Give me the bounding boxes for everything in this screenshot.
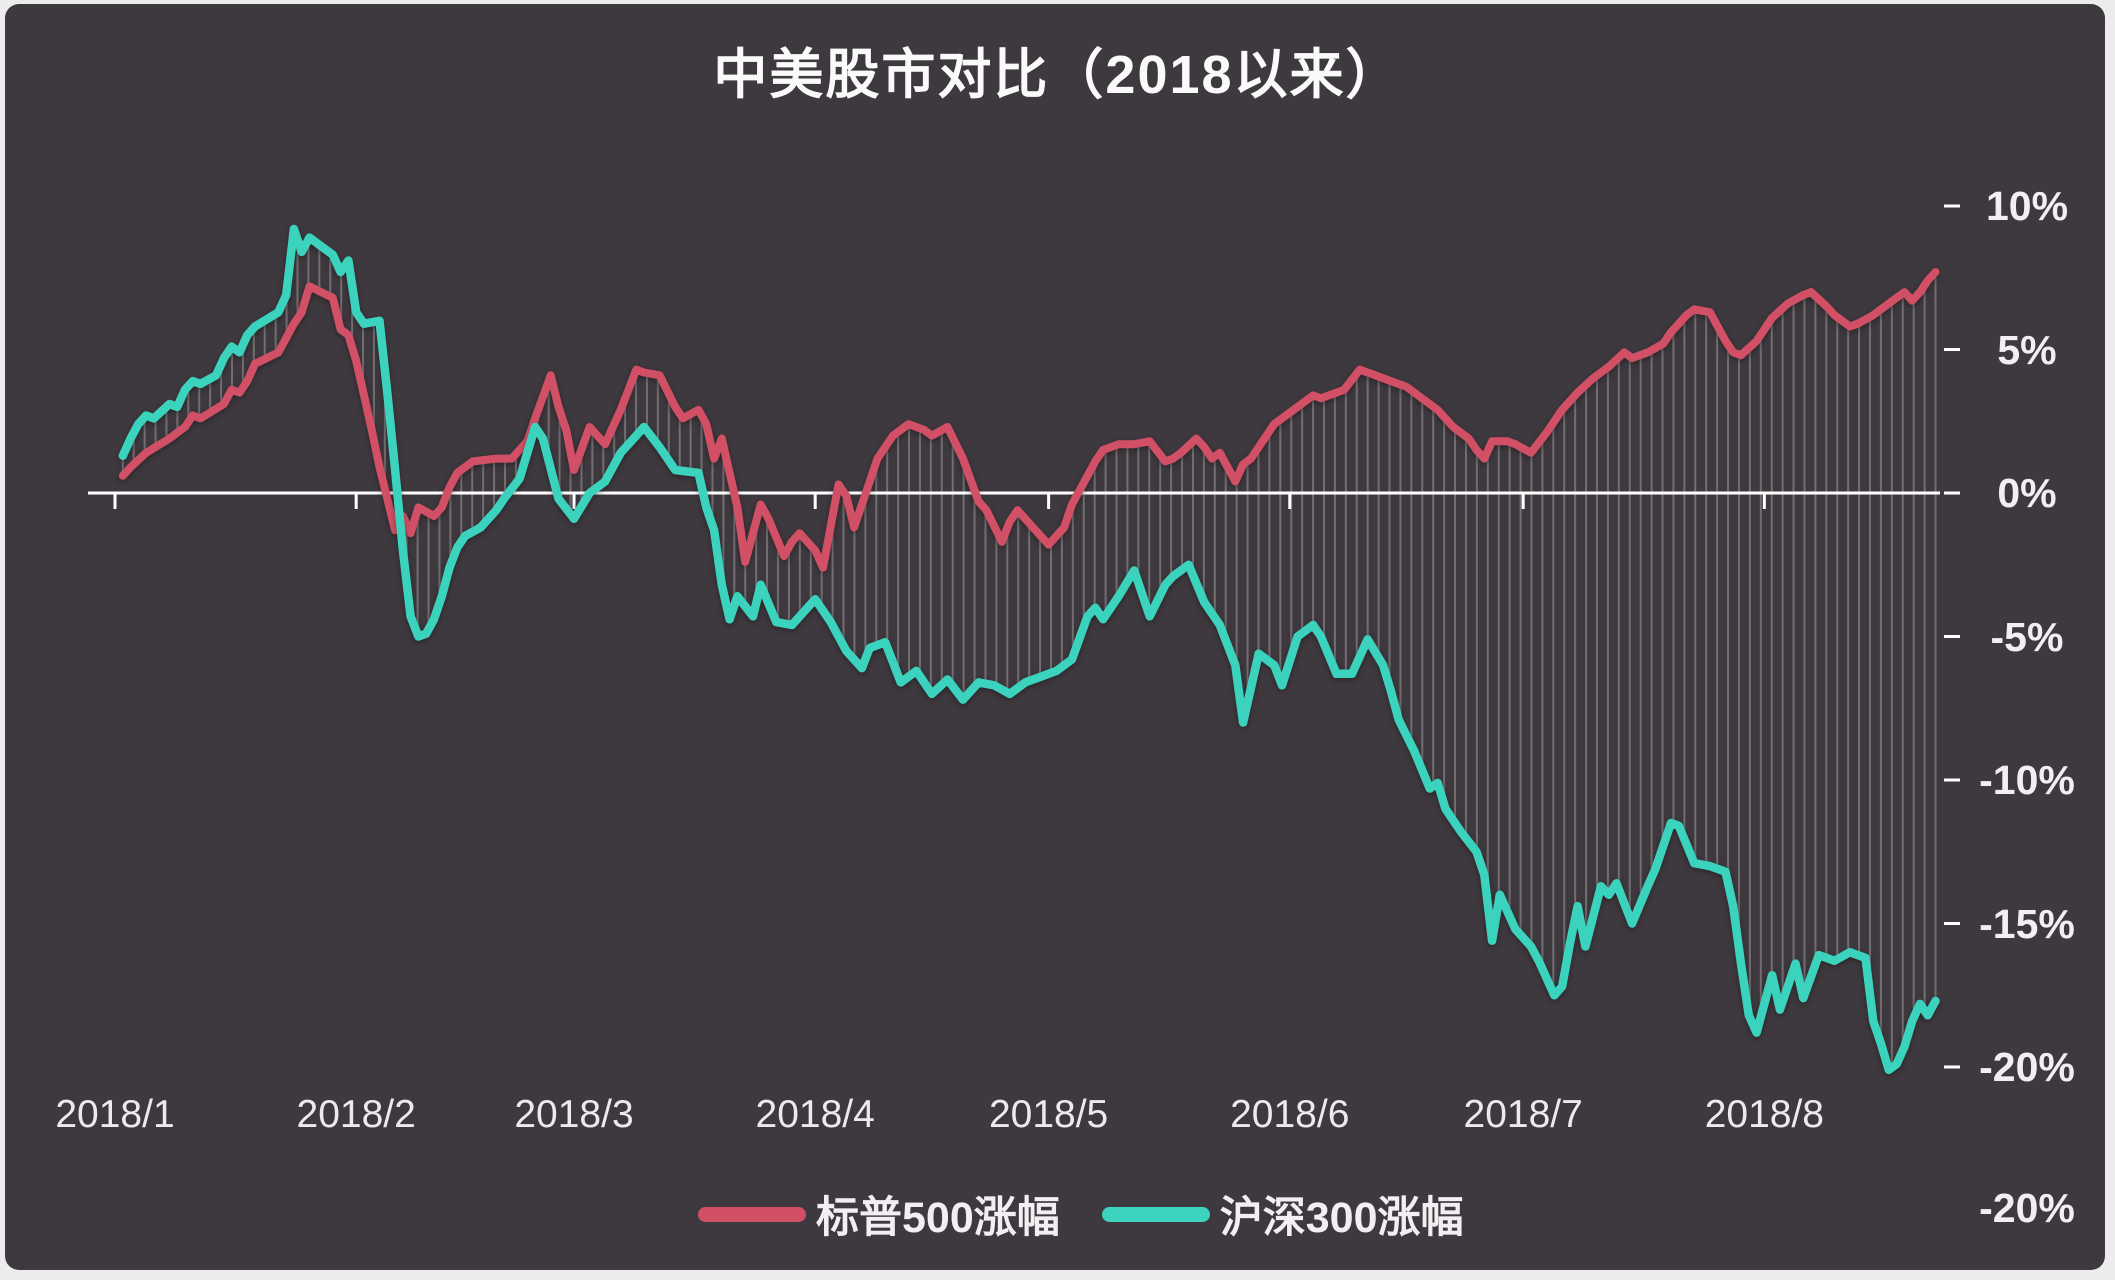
sp500-line-swatch-icon	[698, 1206, 806, 1222]
y-axis-label: 5%	[1997, 326, 2057, 373]
legend-item-sp500: 标普500涨幅	[698, 1183, 1060, 1245]
y-axis-label: 0%	[1997, 470, 2057, 516]
x-axis-label: 2018/5	[988, 1093, 1109, 1136]
x-axis-label: 2018/2	[296, 1093, 416, 1136]
chart-panel	[5, 4, 2105, 1270]
x-axis-label: 2018/7	[1463, 1093, 1583, 1136]
y-axis-label: -10%	[1979, 757, 2075, 803]
x-axis-label: 2018/6	[1230, 1093, 1350, 1136]
legend: 标普500涨幅 沪深300涨幅	[698, 1183, 1464, 1245]
csi300-line-swatch-icon	[1101, 1206, 1210, 1222]
legend-label-csi300: 沪深300涨幅	[1219, 1194, 1464, 1242]
legend-label-sp500: 标普500涨幅	[816, 1194, 1060, 1242]
y-axis-label: -15%	[1979, 900, 2075, 947]
x-axis-label: 2018/4	[755, 1093, 875, 1136]
y-axis-extra-label: -20%	[1979, 1185, 2075, 1231]
y-axis-label: -20%	[1979, 1044, 2075, 1090]
sp500-series-line	[118, 268, 1940, 572]
x-axis-label: 2018/3	[514, 1093, 634, 1136]
csi300-series-line	[118, 224, 1940, 1075]
x-axis-label: 2018/8	[1704, 1093, 1824, 1136]
y-axis-label: 10%	[1985, 183, 2069, 229]
x-axis-label: 2018/1	[55, 1093, 175, 1136]
legend-item-csi300: 沪深300涨幅	[1101, 1183, 1464, 1245]
y-axis-label: -5%	[1990, 613, 2064, 660]
chart-title: 中美股市对比（2018以来）	[713, 45, 1402, 105]
